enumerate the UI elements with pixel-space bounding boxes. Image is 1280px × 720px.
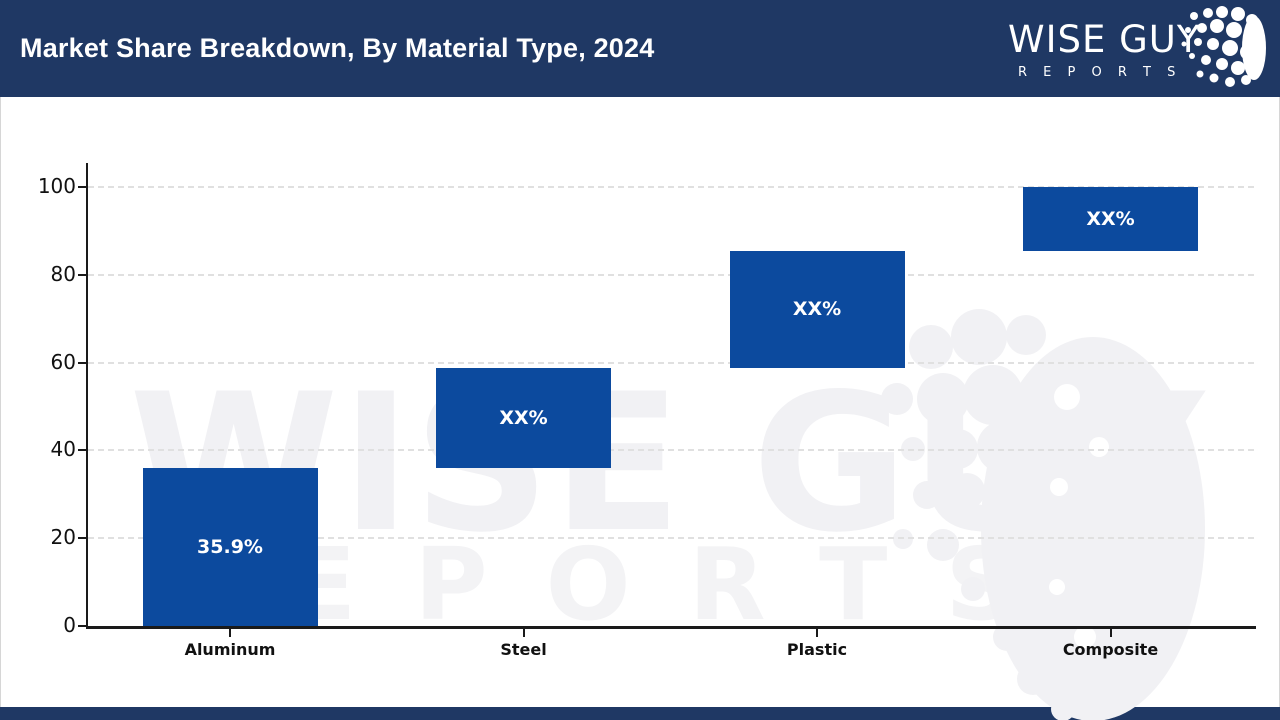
x-tick-mark-steel — [522, 629, 525, 637]
logo-wordmark: WISE GUY — [1008, 18, 1200, 61]
y-tick-mark-80 — [78, 273, 87, 276]
x-tick-label-aluminum: Aluminum — [184, 640, 276, 659]
gridline-40 — [88, 449, 1254, 452]
x-tick-mark-aluminum — [229, 629, 231, 637]
bar-plastic: XX% — [729, 251, 905, 368]
y-tick-mark-100 — [78, 186, 87, 188]
y-tick-mark-60 — [78, 361, 87, 364]
logo-subtext: R E P O R T S — [1018, 65, 1181, 80]
bar-value-label: 35.9% — [197, 536, 263, 559]
watermark-dotted-face — [875, 309, 1205, 720]
y-tick-mark-40 — [78, 449, 87, 452]
wise-guy-reports-logo: WISE GUY R E P O R T S — [1008, 6, 1266, 87]
x-axis-line — [86, 626, 1256, 629]
y-tick-label-80: 80 — [50, 261, 76, 286]
logo-dotted-face-icon — [1181, 6, 1266, 87]
footer-bar — [0, 707, 1280, 720]
x-tick-mark-composite — [1109, 629, 1112, 637]
gridline-20 — [88, 537, 1254, 540]
x-tick-label-composite: Composite — [1062, 640, 1159, 659]
y-axis-line — [86, 163, 88, 628]
y-tick-label-40: 40 — [50, 437, 76, 462]
y-tick-label-60: 60 — [50, 349, 76, 374]
gridline-60 — [88, 361, 1254, 364]
x-tick-label-plastic: Plastic — [786, 640, 848, 659]
x-tick-label-steel: Steel — [500, 640, 547, 659]
bar-steel: XX% — [436, 367, 611, 469]
bar-value-label: XX% — [499, 407, 548, 430]
y-tick-label-100: 100 — [37, 174, 76, 198]
bar-value-label: XX% — [1086, 208, 1135, 231]
y-tick-mark-20 — [78, 537, 87, 540]
bar-value-label: XX% — [792, 298, 842, 321]
header-bar: Market Share Breakdown, By Material Type… — [0, 0, 1280, 97]
page-title: Market Share Breakdown, By Material Type… — [20, 33, 655, 63]
y-tick-label-0: 0 — [63, 613, 76, 637]
gridline-100 — [88, 186, 1254, 188]
y-tick-mark-0 — [78, 625, 87, 627]
gridline-80 — [88, 273, 1254, 276]
bar-composite: XX% — [1023, 187, 1198, 252]
bar-aluminum: 35.9% — [142, 468, 318, 626]
chart-plot-area: WISE GUY REPORTS — [0, 97, 1280, 720]
y-tick-label-20: 20 — [50, 525, 76, 550]
x-tick-mark-plastic — [816, 629, 818, 637]
